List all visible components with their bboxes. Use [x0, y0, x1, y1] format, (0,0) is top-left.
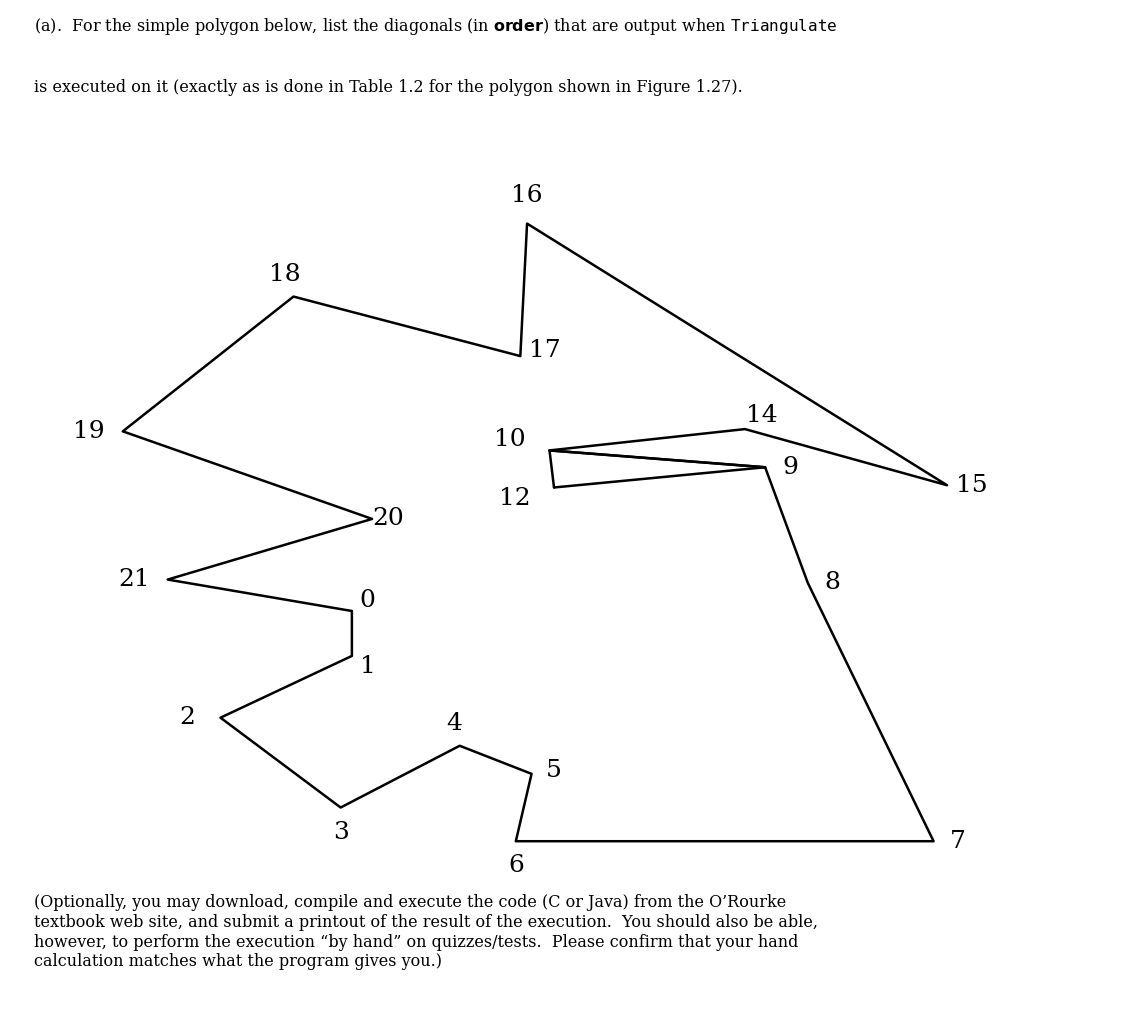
Text: 10: 10 [494, 427, 526, 451]
Text: 0: 0 [359, 589, 376, 612]
Text: 7: 7 [950, 829, 966, 853]
Text: 3: 3 [332, 821, 349, 844]
Text: 19: 19 [73, 420, 105, 443]
Text: 6: 6 [508, 855, 524, 877]
Text: 8: 8 [824, 571, 840, 594]
Text: (Optionally, you may download, compile and execute the code (C or Java) from the: (Optionally, you may download, compile a… [34, 895, 817, 971]
Text: 20: 20 [372, 507, 404, 530]
Text: 12: 12 [499, 487, 530, 510]
Text: 18: 18 [269, 262, 301, 286]
Text: (a).  For the simple polygon below, list the diagonals (in $\bf{order}$) that ar: (a). For the simple polygon below, list … [34, 16, 838, 37]
Text: 17: 17 [529, 339, 561, 362]
Text: 21: 21 [118, 568, 150, 591]
Text: 4: 4 [446, 711, 462, 735]
Text: 15: 15 [956, 474, 988, 497]
Text: is executed on it (exactly as is done in Table 1.2 for the polygon shown in Figu: is executed on it (exactly as is done in… [34, 79, 742, 95]
Text: 2: 2 [179, 706, 195, 729]
Text: 16: 16 [511, 184, 543, 207]
Text: 5: 5 [546, 758, 562, 782]
Text: 14: 14 [745, 404, 778, 427]
Text: 9: 9 [781, 456, 798, 479]
Text: 1: 1 [359, 655, 375, 678]
